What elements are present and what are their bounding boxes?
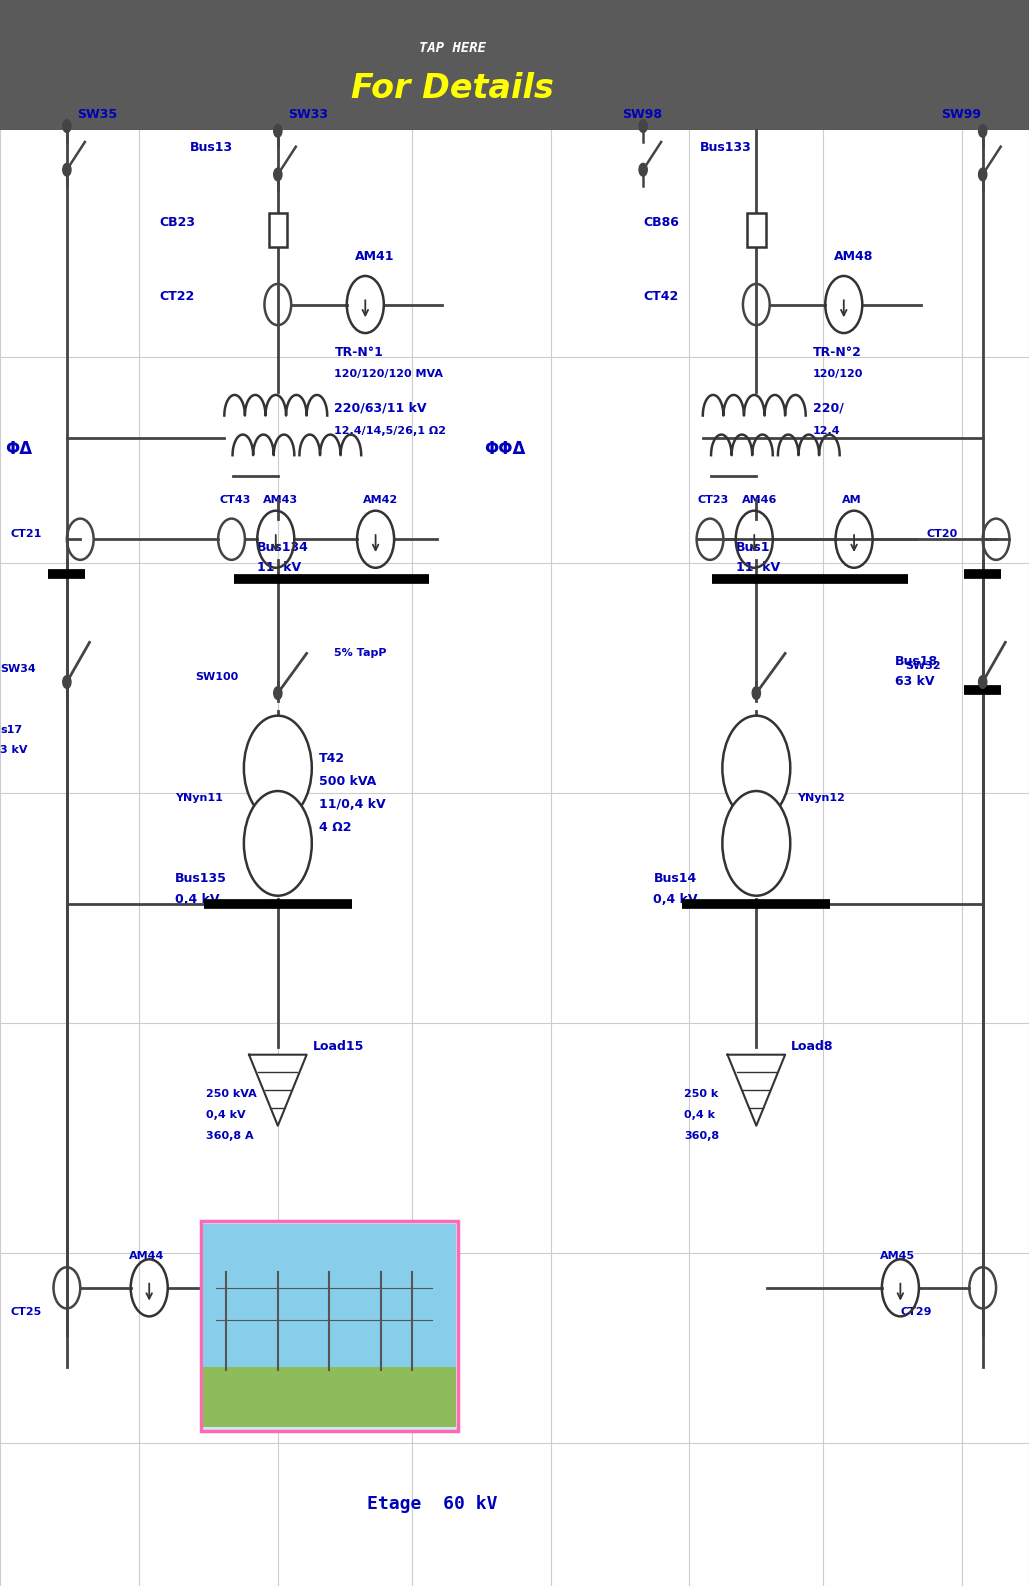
Text: 360,8: 360,8 [684, 1131, 719, 1140]
Text: AM46: AM46 [742, 495, 777, 504]
Text: 120/120: 120/120 [813, 370, 863, 379]
Text: T42: T42 [319, 752, 345, 764]
Circle shape [63, 676, 71, 688]
Bar [0, 0, 1029, 130]
Circle shape [979, 676, 987, 688]
Text: AM43: AM43 [263, 495, 298, 504]
Bar [269, 213, 287, 247]
Text: CT29: CT29 [900, 1307, 932, 1316]
Text: CB86: CB86 [643, 216, 679, 228]
Text: Bus133: Bus133 [700, 141, 751, 154]
Text: YNyn12: YNyn12 [797, 793, 846, 803]
Text: CT43: CT43 [219, 495, 250, 504]
Text: 63 kV: 63 kV [895, 676, 934, 688]
Text: AM: AM [842, 495, 861, 504]
Text: Load8: Load8 [791, 1040, 833, 1053]
Text: AM44: AM44 [129, 1251, 164, 1261]
Bar [203, 1224, 456, 1367]
Text: 11/0,4 kV: 11/0,4 kV [319, 798, 386, 810]
Text: 220/: 220/ [813, 401, 844, 414]
Text: 0,4 kV: 0,4 kV [653, 893, 698, 906]
Text: 12,4/14,5/26,1 Ω2: 12,4/14,5/26,1 Ω2 [334, 427, 447, 436]
Text: ΦΦΔ: ΦΦΔ [484, 439, 525, 458]
Text: SW99: SW99 [942, 108, 982, 121]
Circle shape [63, 163, 71, 176]
Circle shape [639, 121, 647, 133]
Text: 250 k: 250 k [684, 1090, 718, 1099]
Text: 120/120/120 MVA: 120/120/120 MVA [334, 370, 443, 379]
Text: YNyn11: YNyn11 [175, 793, 223, 803]
Text: TAP HERE: TAP HERE [419, 41, 487, 54]
Text: 5% TapP: 5% TapP [334, 649, 387, 658]
Text: 11  kV: 11 kV [736, 561, 780, 574]
Text: 12,4: 12,4 [813, 427, 841, 436]
Text: 0,4 kV: 0,4 kV [175, 893, 219, 906]
Text: 3 kV: 3 kV [0, 745, 28, 755]
Circle shape [752, 687, 760, 699]
Text: 0,4 k: 0,4 k [684, 1110, 715, 1120]
Text: SW100: SW100 [196, 672, 239, 682]
Text: CT22: CT22 [159, 290, 194, 303]
Text: 220/63/11 kV: 220/63/11 kV [334, 401, 427, 414]
Text: Bus18: Bus18 [895, 655, 938, 668]
Bar [203, 1367, 456, 1427]
Text: SW98: SW98 [623, 108, 663, 121]
Text: 250 kVA: 250 kVA [206, 1090, 256, 1099]
Text: Load15: Load15 [313, 1040, 364, 1053]
Text: 4 Ω2: 4 Ω2 [319, 822, 352, 834]
Circle shape [274, 125, 282, 138]
Circle shape [639, 163, 647, 176]
Text: AM48: AM48 [833, 251, 873, 263]
Polygon shape [728, 1055, 785, 1126]
Bar [201, 1221, 458, 1431]
Text: 500 kVA: 500 kVA [319, 776, 377, 788]
Text: AM45: AM45 [880, 1251, 915, 1261]
Text: Bus1: Bus1 [736, 541, 771, 554]
Text: Bus134: Bus134 [257, 541, 309, 554]
Text: s17: s17 [0, 725, 23, 734]
Text: Bus14: Bus14 [653, 872, 697, 885]
Text: ΦΔ: ΦΔ [5, 439, 32, 458]
Text: 360,8 A: 360,8 A [206, 1131, 253, 1140]
Text: For Details: For Details [351, 73, 555, 105]
Text: Bus13: Bus13 [190, 141, 234, 154]
Text: SW33: SW33 [288, 108, 328, 121]
Circle shape [244, 791, 312, 896]
Text: CT23: CT23 [698, 495, 729, 504]
Text: Bus135: Bus135 [175, 872, 226, 885]
Circle shape [979, 125, 987, 138]
Text: CT42: CT42 [643, 290, 678, 303]
Text: 11  kV: 11 kV [257, 561, 301, 574]
Circle shape [722, 791, 790, 896]
Text: AM42: AM42 [363, 495, 398, 504]
Circle shape [979, 168, 987, 181]
Text: SW35: SW35 [77, 108, 117, 121]
Polygon shape [249, 1055, 307, 1126]
Text: CB23: CB23 [159, 216, 196, 228]
Text: SW34: SW34 [0, 665, 36, 674]
Text: SW32: SW32 [906, 661, 942, 671]
Text: 0,4 kV: 0,4 kV [206, 1110, 246, 1120]
Circle shape [274, 687, 282, 699]
Circle shape [274, 168, 282, 181]
Text: AM41: AM41 [355, 251, 394, 263]
Circle shape [244, 715, 312, 820]
Bar [747, 213, 766, 247]
Text: TR-N°1: TR-N°1 [334, 346, 383, 358]
Text: Etage  60 kV: Etage 60 kV [367, 1494, 497, 1513]
Text: CT20: CT20 [926, 530, 957, 539]
Text: TR-N°2: TR-N°2 [813, 346, 861, 358]
Text: CT21: CT21 [10, 530, 41, 539]
Circle shape [63, 121, 71, 133]
Circle shape [722, 715, 790, 820]
Text: CT25: CT25 [10, 1307, 41, 1316]
